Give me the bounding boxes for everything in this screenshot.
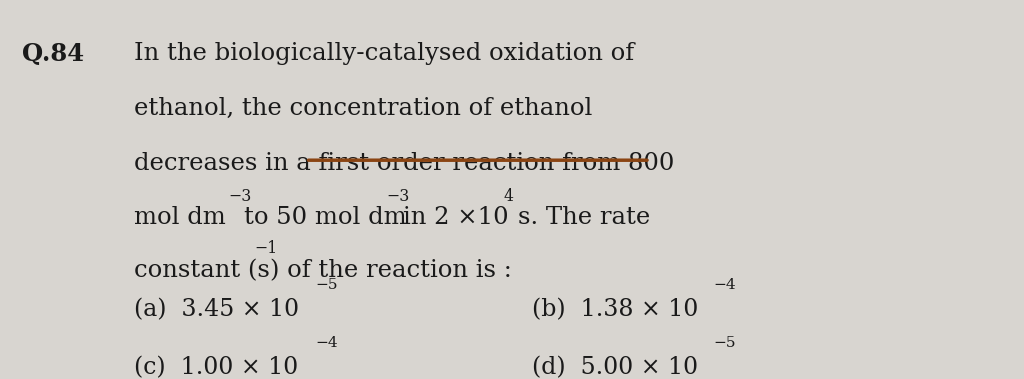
Text: constant (s: constant (s	[134, 259, 270, 282]
Text: −5: −5	[713, 336, 735, 350]
Text: −1: −1	[255, 240, 278, 257]
Text: −3: −3	[386, 188, 410, 205]
Text: Q.84: Q.84	[22, 42, 84, 66]
Text: mol dm: mol dm	[134, 206, 226, 229]
Text: −5: −5	[315, 278, 337, 292]
Text: (b)  1.38 × 10: (b) 1.38 × 10	[532, 299, 698, 321]
Text: −4: −4	[713, 278, 736, 292]
Text: (a)  3.45 × 10: (a) 3.45 × 10	[134, 299, 299, 321]
Text: 4: 4	[504, 188, 514, 205]
Text: (c)  1.00 × 10: (c) 1.00 × 10	[134, 357, 298, 379]
Text: (d)  5.00 × 10: (d) 5.00 × 10	[532, 357, 698, 379]
Text: In the biologically-catalysed oxidation of: In the biologically-catalysed oxidation …	[134, 42, 634, 65]
Text: in 2 ×10: in 2 ×10	[402, 206, 508, 229]
Text: s. The rate: s. The rate	[518, 206, 650, 229]
Text: −3: −3	[228, 188, 252, 205]
Text: to 50 mol dm: to 50 mol dm	[245, 206, 408, 229]
Text: ) of the reaction is :: ) of the reaction is :	[270, 259, 512, 282]
Text: ethanol, the concentration of ethanol: ethanol, the concentration of ethanol	[134, 97, 593, 120]
Text: −4: −4	[315, 336, 338, 350]
Text: decreases in a first order reaction from 800: decreases in a first order reaction from…	[134, 152, 675, 175]
